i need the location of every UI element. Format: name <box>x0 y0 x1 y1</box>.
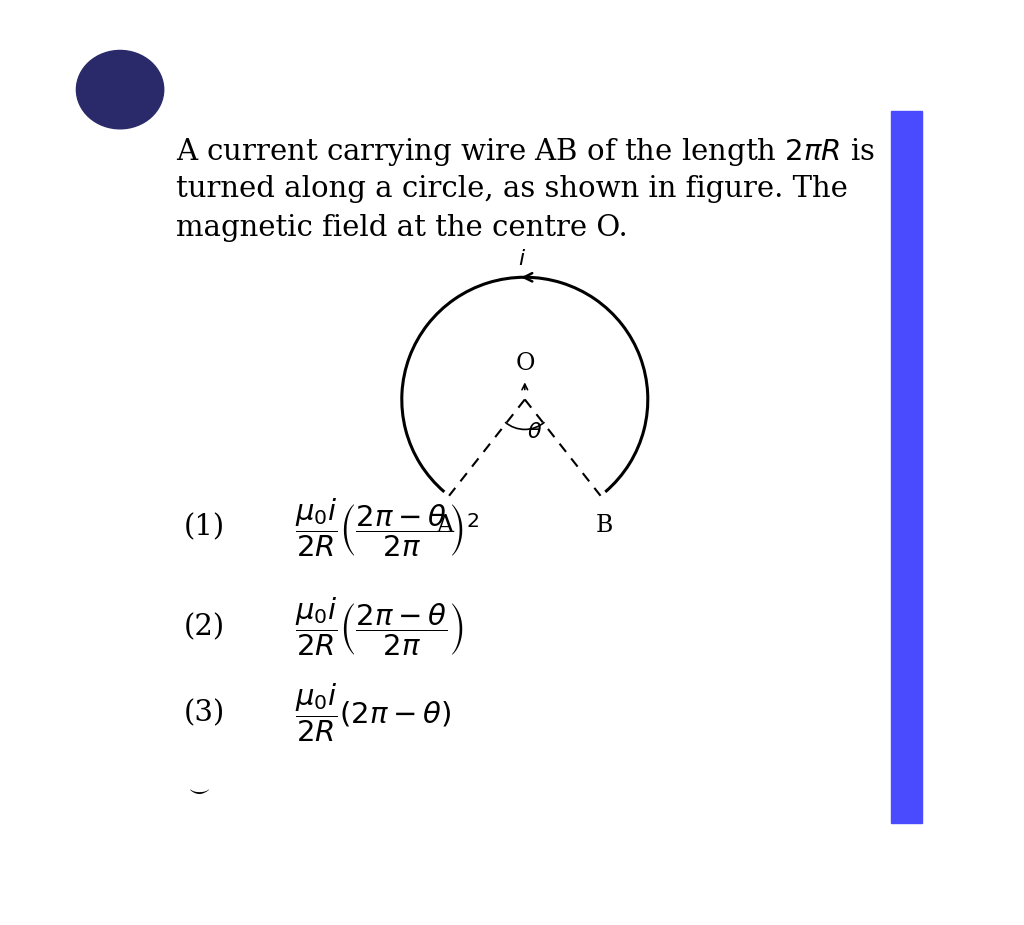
Text: A current carrying wire AB of the length $2\pi R$ is: A current carrying wire AB of the length… <box>176 136 874 168</box>
Text: $i$: $i$ <box>518 249 526 270</box>
Text: $\theta$: $\theta$ <box>526 421 542 442</box>
Text: $\smile$: $\smile$ <box>183 780 210 798</box>
Text: A: A <box>436 513 454 536</box>
Text: (3): (3) <box>183 699 225 727</box>
Text: $\dfrac{\mu_0 i}{2R}(2\pi - \theta)$: $\dfrac{\mu_0 i}{2R}(2\pi - \theta)$ <box>295 682 451 744</box>
Text: turned along a circle, as shown in figure. The: turned along a circle, as shown in figur… <box>176 175 848 204</box>
Bar <box>892 111 922 823</box>
Text: (2): (2) <box>183 613 224 641</box>
Text: magnetic field at the centre O.: magnetic field at the centre O. <box>176 215 628 242</box>
Text: O: O <box>516 352 536 375</box>
Text: (1): (1) <box>183 513 224 542</box>
Text: $\dfrac{\mu_0 i}{2R}\left(\dfrac{2\pi - \theta}{2\pi}\right)^2$: $\dfrac{\mu_0 i}{2R}\left(\dfrac{2\pi - … <box>295 497 478 559</box>
Text: $\dfrac{\mu_0 i}{2R}\left(\dfrac{2\pi - \theta}{2\pi}\right)$: $\dfrac{\mu_0 i}{2R}\left(\dfrac{2\pi - … <box>295 597 464 659</box>
Text: B: B <box>596 513 613 536</box>
Circle shape <box>77 51 164 129</box>
